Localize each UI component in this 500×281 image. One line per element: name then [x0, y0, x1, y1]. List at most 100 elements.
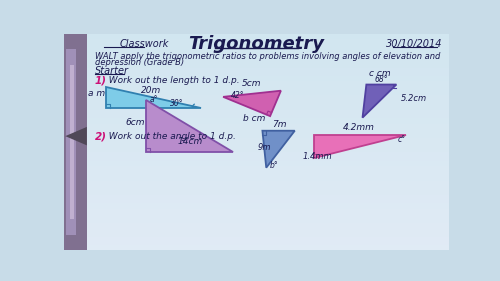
Bar	[64, 109, 449, 110]
Bar	[64, 191, 449, 192]
Bar	[64, 90, 449, 91]
Bar	[64, 66, 449, 67]
Bar	[64, 146, 449, 147]
Bar	[64, 247, 449, 248]
Bar	[64, 157, 449, 158]
Bar	[64, 82, 449, 83]
Bar	[64, 202, 449, 203]
Bar	[64, 212, 449, 213]
Text: a°: a°	[149, 95, 158, 104]
Bar	[64, 92, 449, 93]
Bar	[64, 126, 449, 127]
Bar	[64, 76, 449, 77]
Text: b cm: b cm	[243, 114, 265, 123]
Bar	[64, 95, 449, 96]
Bar	[64, 59, 449, 60]
Bar	[64, 150, 449, 151]
Bar	[64, 147, 449, 148]
Polygon shape	[146, 100, 233, 151]
Bar	[64, 140, 449, 141]
Bar	[64, 72, 449, 73]
Bar	[64, 134, 449, 135]
Bar	[64, 67, 449, 68]
Bar	[64, 102, 449, 103]
Bar	[64, 209, 449, 210]
Text: b°: b°	[270, 161, 279, 170]
Bar	[64, 111, 449, 112]
Bar	[64, 167, 449, 168]
Bar	[64, 229, 449, 230]
Bar	[64, 138, 449, 139]
Bar	[64, 96, 449, 97]
Bar	[64, 63, 449, 64]
Bar	[64, 132, 449, 133]
Text: Work out the length to 1 d.p.: Work out the length to 1 d.p.	[103, 76, 240, 85]
Bar	[64, 137, 449, 138]
Bar	[64, 170, 449, 171]
Text: 68°: 68°	[374, 75, 388, 84]
Bar	[64, 107, 449, 108]
Bar	[64, 192, 449, 193]
Bar	[64, 164, 449, 165]
Bar	[64, 131, 449, 132]
Bar	[64, 186, 449, 187]
Bar	[64, 39, 449, 40]
Bar	[64, 246, 449, 247]
Bar	[64, 198, 449, 199]
Bar	[64, 129, 449, 130]
Bar	[64, 227, 449, 228]
Bar	[64, 237, 449, 238]
Bar	[64, 226, 449, 227]
Bar	[64, 83, 449, 84]
Bar	[64, 43, 449, 44]
Bar	[64, 175, 449, 176]
Text: c°: c°	[397, 135, 406, 144]
Bar	[64, 161, 449, 162]
Bar	[64, 104, 449, 105]
Bar	[64, 88, 449, 89]
Bar	[64, 223, 449, 224]
Bar	[64, 70, 449, 71]
Bar	[64, 118, 449, 119]
Bar	[64, 197, 449, 198]
Bar	[64, 182, 449, 183]
Bar	[64, 68, 449, 69]
Bar	[64, 206, 449, 207]
Bar	[64, 189, 449, 190]
Text: 30/10/2014: 30/10/2014	[386, 39, 442, 49]
Bar	[64, 181, 449, 182]
Bar	[64, 81, 449, 82]
Bar	[64, 62, 449, 63]
Bar	[64, 179, 449, 180]
Bar	[64, 42, 449, 43]
Text: 7m: 7m	[272, 120, 286, 129]
Bar	[64, 34, 449, 35]
Bar	[64, 41, 449, 42]
Bar	[64, 155, 449, 156]
Bar	[64, 106, 449, 107]
Bar	[64, 117, 449, 118]
Bar	[64, 143, 449, 144]
Bar	[64, 218, 449, 219]
Bar	[64, 245, 449, 246]
Bar	[64, 38, 449, 39]
Bar	[64, 178, 449, 179]
Bar	[64, 37, 449, 38]
Bar	[64, 130, 449, 131]
Bar	[64, 45, 449, 46]
Bar	[64, 36, 449, 37]
Bar	[64, 49, 449, 50]
Bar	[64, 171, 449, 172]
Bar	[64, 188, 449, 189]
Bar	[64, 185, 449, 186]
Bar	[64, 108, 449, 109]
Text: depression (Grade B): depression (Grade B)	[94, 58, 184, 67]
Bar	[64, 184, 449, 185]
Bar	[64, 133, 449, 134]
Bar	[64, 112, 449, 113]
Bar	[64, 158, 449, 159]
Bar	[64, 210, 449, 211]
Bar	[64, 234, 449, 235]
Bar	[64, 64, 449, 65]
Bar	[64, 220, 449, 221]
